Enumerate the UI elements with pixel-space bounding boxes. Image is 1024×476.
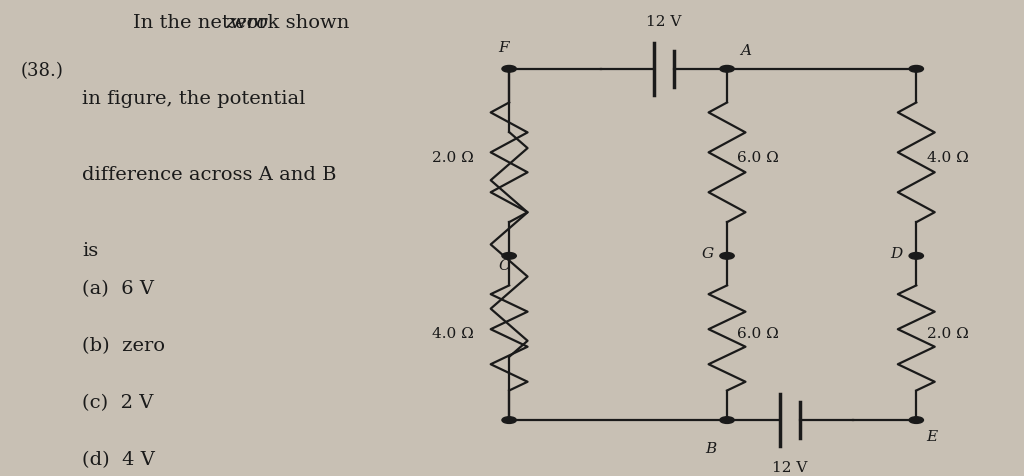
Text: (b)  zero: (b) zero [82,337,165,356]
Circle shape [720,253,734,259]
Circle shape [502,417,516,424]
Text: (d)  4 V: (d) 4 V [82,451,155,469]
Circle shape [720,417,734,424]
Text: F: F [499,41,509,55]
Text: 6.0 Ω: 6.0 Ω [737,151,779,165]
Text: B: B [706,442,717,456]
Text: 4.0 Ω: 4.0 Ω [431,327,473,341]
Text: 4.0 Ω: 4.0 Ω [927,151,969,165]
Circle shape [909,417,924,424]
Text: A: A [740,43,752,58]
Text: C: C [499,259,510,273]
Circle shape [909,253,924,259]
Text: E: E [927,430,938,445]
Text: (c)  2 V: (c) 2 V [82,395,154,412]
Text: difference across A and B: difference across A and B [82,166,337,184]
Text: (a)  6 V: (a) 6 V [82,280,154,298]
Text: 12 V: 12 V [772,461,808,476]
Text: G: G [701,247,714,261]
Circle shape [720,66,734,72]
Text: 2.0 Ω: 2.0 Ω [431,151,473,165]
Text: In the network shown: In the network shown [133,14,349,32]
Text: 2.0 Ω: 2.0 Ω [927,327,969,341]
Text: D: D [891,247,903,261]
Text: 12 V: 12 V [646,15,682,29]
Text: 6.0 Ω: 6.0 Ω [737,327,779,341]
Text: is: is [82,242,98,260]
Text: in figure, the potential: in figure, the potential [82,90,305,108]
Circle shape [502,66,516,72]
Circle shape [909,66,924,72]
Circle shape [502,253,516,259]
Text: (38.): (38.) [20,62,63,80]
Text: zero: zero [225,14,268,32]
